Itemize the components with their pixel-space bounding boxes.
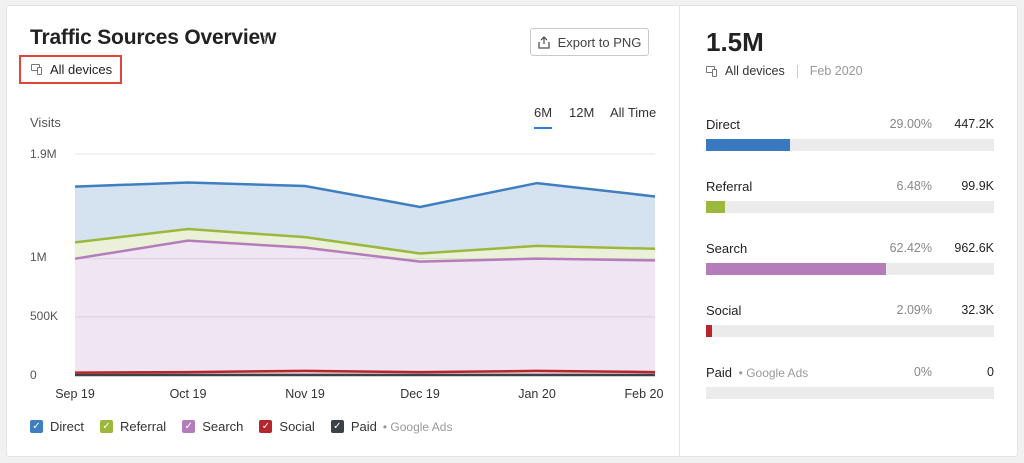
source-value: 32.3K — [961, 303, 994, 317]
legend-item-paid[interactable]: ✓ Paid • Google Ads — [330, 419, 453, 434]
source-value: 0 — [987, 365, 994, 379]
x-tick-label: Nov 19 — [285, 387, 325, 401]
source-bar-fill — [706, 263, 886, 275]
checkbox-icon[interactable]: ✓ — [330, 420, 344, 433]
y-tick-label: 0 — [30, 368, 37, 382]
x-tick-label: Jan 20 — [518, 387, 556, 401]
source-bar-track — [706, 201, 994, 213]
y-tick-label: 500K — [30, 309, 59, 323]
checkbox-icon[interactable]: ✓ — [259, 420, 273, 433]
meta-separator — [796, 64, 798, 78]
page-title: Traffic Sources Overview — [30, 26, 277, 49]
source-note: • Google Ads — [738, 366, 809, 380]
checkbox-icon[interactable]: ✓ — [99, 420, 113, 433]
source-bar-track — [706, 139, 994, 151]
source-name: Direct — [706, 117, 740, 132]
source-name: Paid • Google Ads — [706, 365, 809, 380]
legend-item-search[interactable]: ✓ Search — [182, 419, 243, 434]
legend-label: Search — [202, 419, 244, 434]
source-value: 962.6K — [954, 241, 994, 255]
range-12m[interactable]: 12M — [569, 105, 595, 120]
source-name: Social — [706, 303, 742, 318]
summary-period: Feb 2020 — [809, 64, 863, 78]
source-value: 99.9K — [961, 179, 994, 193]
devices-filter[interactable]: All devices — [19, 55, 122, 84]
source-percent: 62.42% — [889, 241, 932, 255]
devices-label: All devices — [50, 62, 113, 77]
source-bar-fill — [706, 139, 790, 151]
checkbox-icon[interactable]: ✓ — [182, 420, 196, 433]
panel-divider — [679, 5, 680, 457]
source-bar-track — [706, 325, 994, 337]
checkbox-icon[interactable]: ✓ — [30, 420, 43, 433]
x-tick-label: Oct 19 — [169, 387, 207, 401]
source-bar-fill — [706, 201, 725, 213]
total-visits: 1.5M — [706, 27, 764, 57]
y-axis-label: Visits — [30, 115, 61, 130]
source-value: 447.2K — [954, 117, 994, 131]
source-percent: 0% — [913, 365, 932, 379]
x-tick-label: Sep 19 — [55, 387, 95, 401]
summary-devices-label: All devices — [725, 64, 785, 78]
area-direct — [75, 182, 655, 254]
x-tick-label: Dec 19 — [400, 387, 440, 401]
export-icon — [537, 35, 550, 49]
legend-note: • Google Ads — [382, 419, 453, 434]
devices-icon — [706, 65, 719, 77]
source-bar-track — [706, 387, 994, 399]
series-line-search[interactable] — [74, 239, 656, 263]
legend-item-direct[interactable]: ✓ Direct — [30, 419, 84, 434]
source-percent: 2.09% — [896, 303, 932, 317]
info-icon[interactable]: i — [263, 30, 268, 48]
y-tick-label: 1M — [30, 250, 47, 264]
legend-label: Paid — [350, 419, 377, 434]
legend-label: Referral — [119, 419, 167, 434]
source-name: Search — [706, 241, 748, 256]
chart-legend: ✓ Direct ✓ Referral ✓ Search ✓ Social ✓ … — [30, 419, 468, 434]
export-png-button[interactable]: Export to PNG — [530, 28, 649, 56]
legend-item-referral[interactable]: ✓ Referral — [99, 419, 167, 434]
export-label: Export to PNG — [557, 34, 642, 50]
source-bar-fill — [706, 325, 713, 337]
range-6m[interactable]: 6M — [534, 105, 553, 129]
legend-item-social[interactable]: ✓ Social — [259, 419, 315, 434]
y-tick-label: 1.9M — [30, 147, 57, 161]
x-tick-label: Feb 20 — [624, 387, 664, 401]
area-search — [75, 240, 655, 373]
source-name: Referral — [706, 179, 753, 194]
source-percent: 29.00% — [889, 117, 932, 131]
series-line-social[interactable] — [74, 369, 656, 374]
devices-icon — [31, 64, 44, 75]
source-percent: 6.48% — [896, 179, 932, 193]
legend-label: Social — [279, 419, 315, 434]
series-line-direct[interactable] — [74, 181, 656, 209]
source-bar-track — [706, 263, 994, 275]
legend-label: Direct — [50, 419, 84, 434]
series-line-referral[interactable] — [74, 227, 656, 255]
summary-meta: All devices Feb 2020 — [706, 64, 863, 78]
range-all-time[interactable]: All Time — [610, 105, 657, 120]
area-referral — [75, 229, 655, 262]
